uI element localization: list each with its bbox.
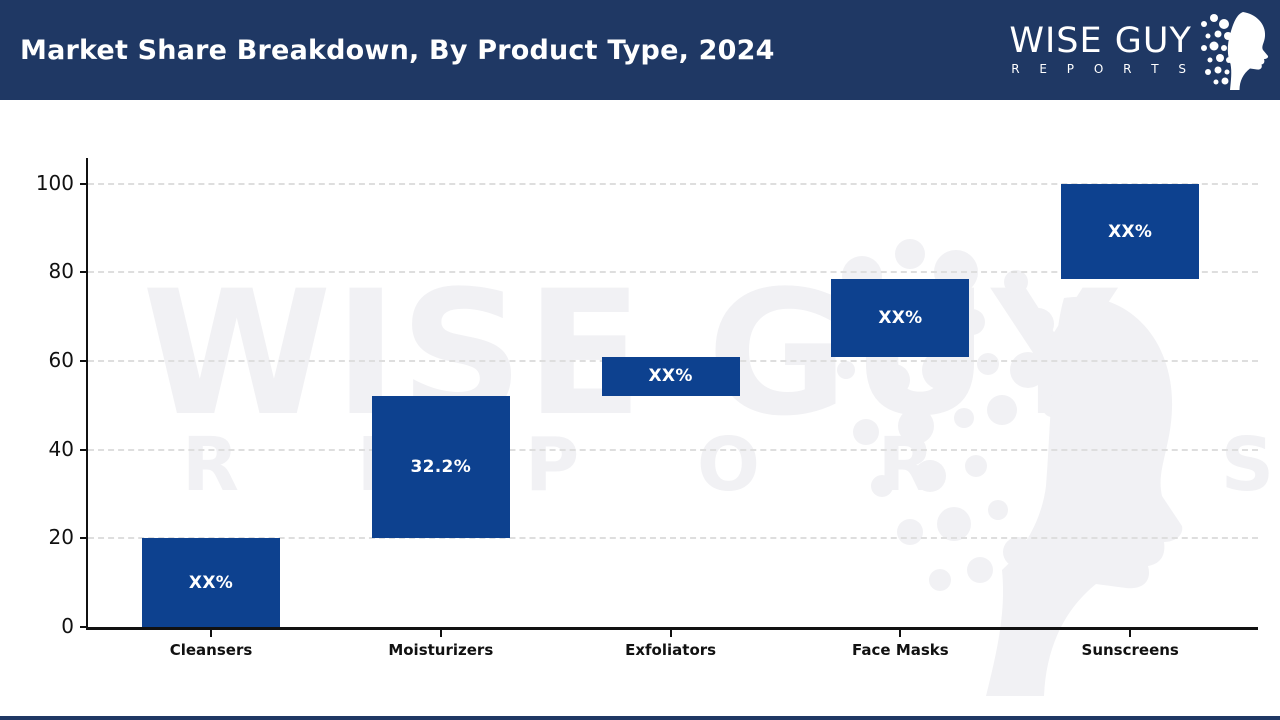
y-gridline	[88, 537, 1258, 540]
logo-subtext: R E P O R T S	[1011, 62, 1194, 76]
wiseguy-logo-text: WISE GUY R E P O R T S	[1007, 21, 1194, 77]
bar-value-label: 32.2%	[410, 456, 472, 477]
bar-value-label: XX%	[878, 308, 923, 329]
bar-sunscreens: XX%	[1061, 183, 1200, 280]
wiseguy-face-icon	[1201, 12, 1269, 90]
bar-cleansers: XX%	[142, 538, 280, 627]
y-tick-label: 40	[48, 436, 74, 461]
wiseguy-logo: WISE GUY R E P O R T S	[1007, 8, 1280, 92]
header-bar: Market Share Breakdown, By Product Type,…	[0, 0, 1280, 100]
bar-value-label: XX%	[188, 572, 234, 593]
y-tick-mark	[80, 360, 88, 363]
x-tick-mark	[439, 630, 442, 637]
bar-value-label: XX%	[648, 366, 693, 387]
y-tick-label: 100	[35, 170, 74, 195]
bar-moisturizers: 32.2%	[371, 395, 510, 539]
x-category-label: Face Masks	[852, 641, 949, 659]
y-tick-mark	[80, 448, 88, 451]
bar-exfoliators: XX%	[601, 356, 740, 396]
y-tick-mark	[80, 182, 88, 185]
y-tick-mark	[80, 271, 88, 274]
x-tick-mark	[210, 630, 212, 637]
y-tick-label: 20	[48, 525, 74, 550]
bar-value-label: XX%	[1108, 221, 1153, 242]
x-axis-line	[86, 627, 1258, 630]
chart-title: Market Share Breakdown, By Product Type,…	[20, 34, 775, 66]
chart-canvas: WISE GUY R E P O R T S 0 20 40 60 80 100 XX% Cl…	[0, 100, 1280, 716]
x-category-label: Exfoliators	[625, 641, 717, 659]
x-tick-mark	[899, 630, 902, 637]
footer-bar	[0, 716, 1280, 720]
x-category-label: Sunscreens	[1081, 641, 1179, 659]
y-tick-label: 0	[61, 614, 74, 638]
y-gridline	[88, 448, 1258, 451]
y-gridline	[88, 182, 1258, 185]
y-axis-line	[86, 158, 88, 629]
logo-wordmark: WISE GUY	[1009, 21, 1192, 61]
y-tick-mark	[80, 626, 88, 628]
y-tick-label: 60	[48, 348, 74, 373]
x-tick-mark	[1129, 630, 1132, 637]
x-category-label: Moisturizers	[388, 641, 494, 659]
bar-face-masks: XX%	[831, 279, 970, 357]
y-tick-mark	[80, 537, 88, 540]
y-tick-label: 80	[48, 259, 74, 284]
y-gridline	[88, 271, 1258, 274]
x-tick-mark	[669, 630, 672, 637]
x-category-label: Cleansers	[169, 641, 253, 659]
